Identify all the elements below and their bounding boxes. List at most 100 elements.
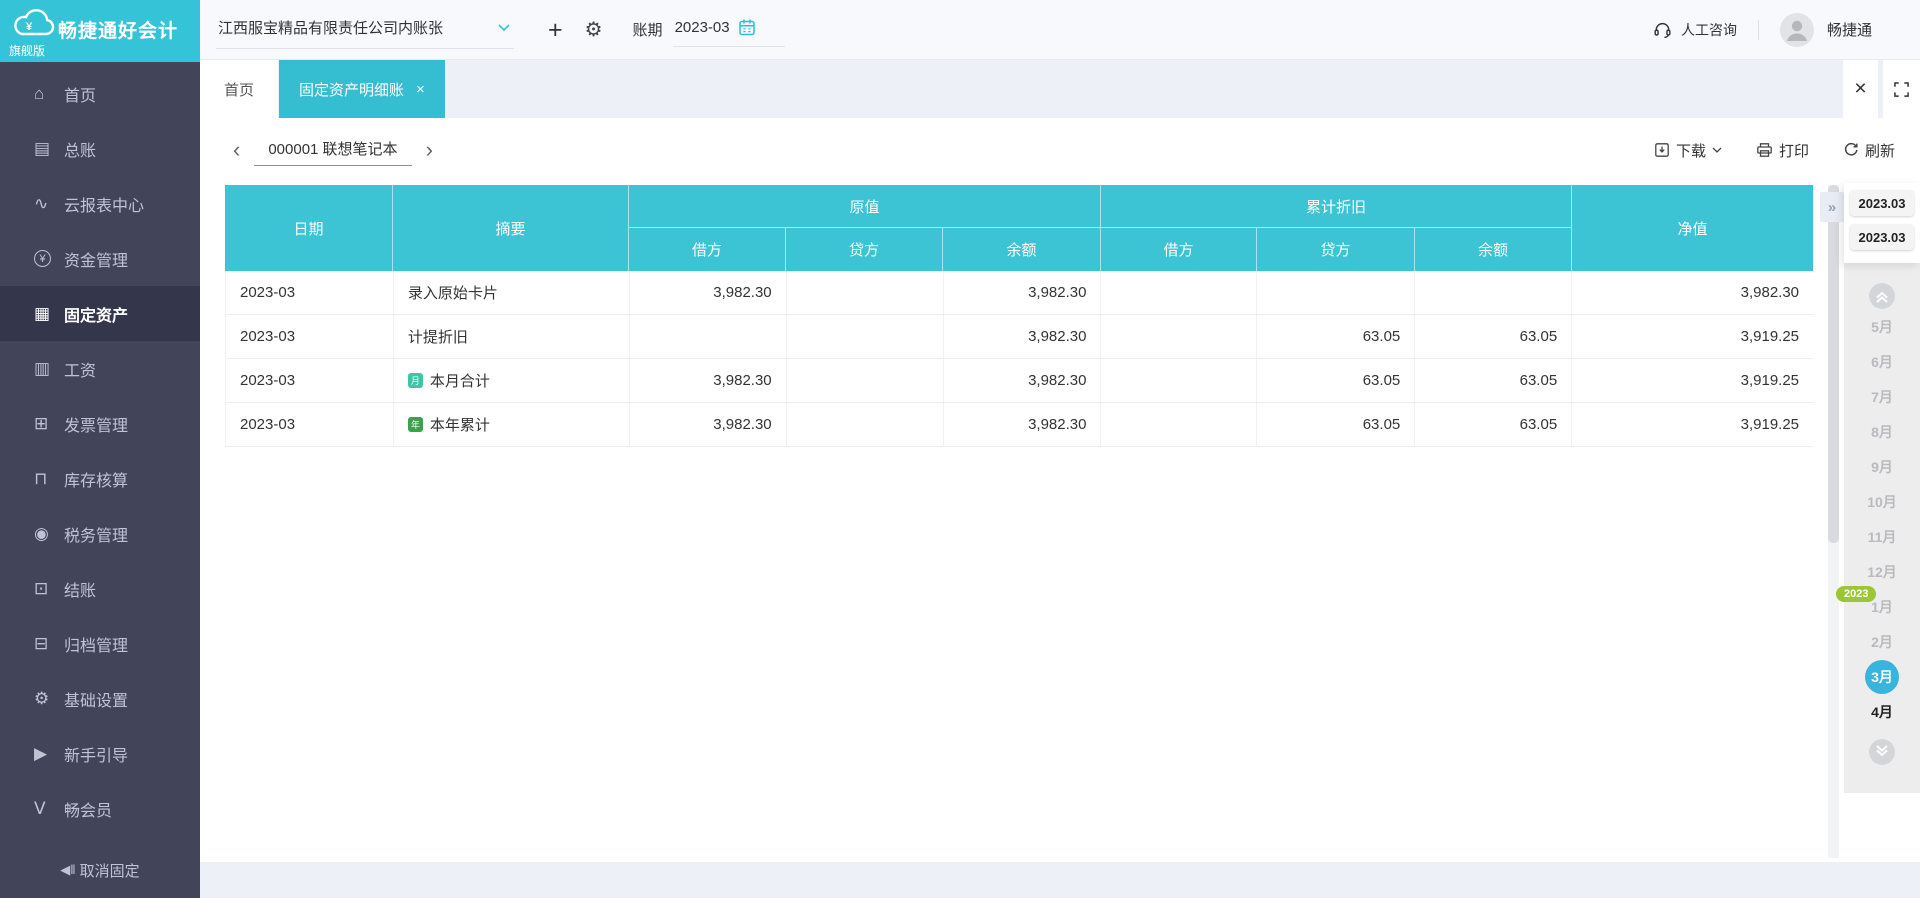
money-bag-icon: ¥ (34, 250, 64, 267)
sidebar-item-tax[interactable]: ◉ 税务管理 (0, 506, 200, 561)
sidebar-item-label: 库存核算 (64, 472, 129, 490)
sidebar-item-general-ledger[interactable]: ▤ 总账 (0, 121, 200, 176)
bottom-strip (200, 862, 1920, 898)
month-item[interactable]: 4月 (1871, 703, 1893, 720)
cell-dep-debit (1101, 315, 1258, 358)
download-button[interactable]: 下载 (1654, 140, 1722, 161)
username[interactable]: 畅捷通 (1826, 22, 1872, 39)
sidebar-item-guide[interactable]: ▶ 新手引导 (0, 726, 200, 781)
month-item[interactable]: 12月 (1867, 563, 1897, 580)
collapse-pin-icon: ◀‖ (60, 862, 76, 877)
vertical-scrollbar[interactable] (1828, 185, 1839, 858)
scrollbar-thumb[interactable] (1828, 185, 1839, 543)
period-picker[interactable]: 2023-03 (672, 12, 785, 47)
sidebar-item-label: 新手引导 (64, 747, 129, 765)
account-settings-gear-icon[interactable]: ⚙ (584, 19, 603, 41)
month-item[interactable]: 2月 (1871, 633, 1893, 650)
chart-icon: ∿ (34, 193, 49, 213)
sidebar-item-label: 归档管理 (64, 637, 129, 655)
fixed-asset-ledger-table: 日期 摘要 原值 借方 贷方 余额 累计折旧 借方 贷方 余额 净值 2023-… (225, 185, 1813, 447)
sidebar-item-invoice[interactable]: ⊞ 发票管理 (0, 396, 200, 451)
sidebar-item-label: 税务管理 (64, 527, 129, 545)
table-row[interactable]: 2023-03 年 本年累计 3,982.30 3,982.30 63.05 6… (225, 403, 1813, 447)
tab-label: 固定资产明细账 (299, 81, 405, 99)
month-item[interactable]: 11月 (1867, 528, 1897, 545)
month-item[interactable]: 5月 (1871, 318, 1893, 335)
cell-original-balance: 3,982.30 (944, 403, 1102, 446)
svg-text:¥: ¥ (26, 21, 33, 33)
vip-icon: Ⅴ (34, 798, 46, 818)
avatar[interactable] (1779, 12, 1814, 47)
cell-dep-credit: 63.05 (1257, 403, 1416, 446)
sidebar-item-payroll[interactable]: ▥ 工资 (0, 341, 200, 396)
brand-title: 畅捷通好会计 (58, 21, 179, 42)
tab-fixed-asset-ledger[interactable]: 固定资产明细账 × (279, 60, 445, 118)
tab-home[interactable]: 首页 (200, 60, 278, 118)
add-account-set-button[interactable]: + (548, 15, 563, 44)
cell-net: 3,982.30 (1740, 284, 1800, 301)
col-group-depreciation: 累计折旧 (1101, 185, 1572, 228)
period-from[interactable]: 2023.03 (1850, 190, 1914, 216)
print-button[interactable]: 打印 (1756, 140, 1809, 161)
cell-original-credit (787, 271, 944, 314)
table-row[interactable]: 2023-03 计提折旧 3,982.30 63.05 63.05 3,919.… (225, 315, 1813, 359)
refresh-button[interactable]: 刷新 (1843, 140, 1895, 161)
next-asset-button[interactable]: › (425, 137, 433, 162)
cell-original-balance: 3,982.30 (944, 359, 1102, 402)
company-select[interactable]: 江西服宝精品有限责任公司内账张 (216, 11, 514, 49)
col-header-original-debit: 借方 (629, 228, 786, 271)
ledger-icon: ▤ (34, 138, 51, 158)
month-total-calendar-icon: 月 (407, 373, 423, 388)
prev-asset-button[interactable]: ‹ (233, 137, 241, 162)
month-item[interactable]: 1月 (1871, 598, 1893, 615)
sidebar-item-membership[interactable]: Ⅴ 畅会员 (0, 781, 200, 836)
scroll-months-down-button[interactable] (1869, 739, 1895, 765)
month-item[interactable]: 8月 (1871, 423, 1893, 440)
sidebar-item-cloud-reports[interactable]: ∿ 云报表中心 (0, 176, 200, 231)
cell-original-debit: 3,982.30 (630, 359, 787, 402)
cell-summary: 月 本月合计 (394, 359, 630, 402)
sidebar-item-home[interactable]: ⌂ 首页 (0, 66, 200, 121)
sidebar-item-archive[interactable]: ⊟ 归档管理 (0, 616, 200, 671)
closing-book-icon: ⊡ (34, 578, 49, 598)
fullscreen-icon (1894, 81, 1909, 97)
asset-name[interactable]: 000001 联想笔记本 (254, 134, 412, 166)
gear-icon: ⚙ (34, 688, 50, 708)
collapse-label: 取消固定 (79, 862, 140, 880)
scroll-months-up-button[interactable] (1869, 283, 1895, 309)
cell-dep-debit (1101, 403, 1258, 446)
sidebar-item-fixed-assets[interactable]: ▦ 固定资产 (0, 286, 200, 341)
period-value: 2023-03 (674, 18, 730, 36)
sidebar-item-label: 工资 (64, 362, 97, 380)
sidebar-item-funds[interactable]: ¥ 资金管理 (0, 231, 200, 286)
table-row[interactable]: 2023-03 月 本月合计 3,982.30 3,982.30 63.05 6… (225, 359, 1813, 403)
sidebar-item-settings[interactable]: ⚙ 基础设置 (0, 671, 200, 726)
period-range-panel: 2023.03 2023.03 (1844, 183, 1920, 263)
tab-close-icon[interactable]: × (416, 80, 425, 98)
main-content: ‹ 000001 联想笔记本 › 下载 (200, 118, 1920, 862)
cell-dep-debit (1101, 271, 1258, 314)
month-item[interactable]: 7月 (1871, 388, 1893, 405)
col-header-original-balance: 余额 (943, 228, 1101, 271)
cell-net: 3,919.25 (1740, 328, 1800, 345)
month-item[interactable]: 6月 (1871, 353, 1893, 370)
fullscreen-button[interactable] (1883, 60, 1920, 118)
cell-date: 2023-03 (226, 359, 394, 402)
home-icon: ⌂ (34, 83, 45, 103)
support-link[interactable]: 人工咨询 (1680, 21, 1737, 38)
sidebar-collapse-button[interactable]: ◀‖ 取消固定 (0, 850, 200, 890)
sidebar-item-inventory[interactable]: ⊓ 库存核算 (0, 451, 200, 506)
month-item-selected[interactable]: 3月 (1844, 659, 1920, 694)
close-all-tabs-button[interactable]: × (1843, 60, 1878, 118)
chevron-down-icon (498, 23, 510, 31)
cell-dep-debit (1101, 359, 1258, 402)
period-to[interactable]: 2023.03 (1850, 224, 1914, 250)
play-video-icon: ▶ (34, 743, 48, 763)
sidebar-item-closing[interactable]: ⊡ 结账 (0, 561, 200, 616)
expand-month-panel-button[interactable]: » (1820, 192, 1844, 222)
archive-box-icon: ⊟ (34, 633, 49, 653)
month-item[interactable]: 9月 (1871, 458, 1893, 475)
month-item[interactable]: 10月 (1867, 493, 1897, 510)
cell-net: 3,919.25 (1740, 372, 1800, 389)
table-row[interactable]: 2023-03 录入原始卡片 3,982.30 3,982.30 3,982.3… (225, 271, 1813, 315)
